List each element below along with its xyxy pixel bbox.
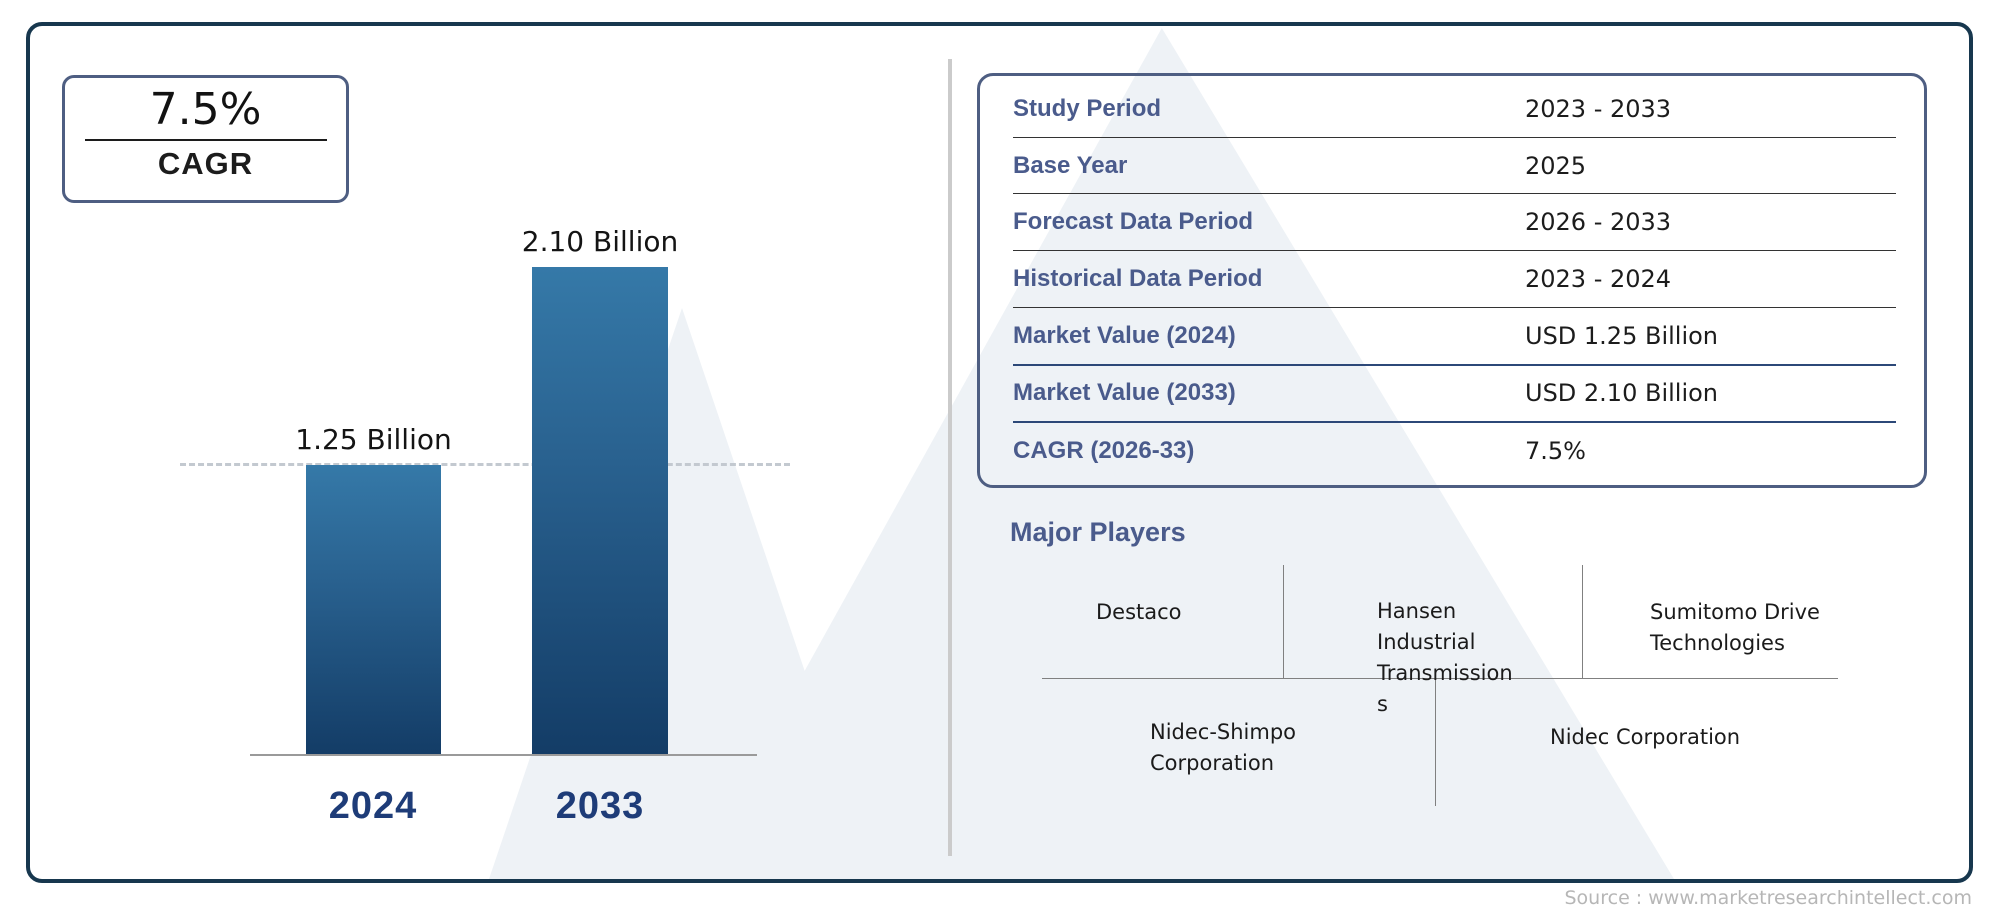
bar-2033	[532, 267, 668, 756]
table-row-label: CAGR (2026-33)	[1013, 437, 1195, 465]
outer-frame	[26, 22, 1973, 883]
players-grid-vline	[1582, 565, 1583, 678]
summary-table: Study Period 2023 - 2033 Base Year 2025 …	[977, 73, 1927, 488]
player-name: Hansen Industrial Transmissions	[1377, 599, 1513, 716]
table-row-value: 2023 - 2033	[1525, 94, 1672, 123]
player-name: Nidec Corporation	[1550, 725, 1741, 749]
table-row-label: Market Value (2024)	[1013, 321, 1236, 349]
table-row: Forecast Data Period 2026 - 2033	[1013, 194, 1896, 252]
panel-divider	[948, 59, 952, 856]
players-grid-hline	[1042, 678, 1838, 679]
cagr-separator-line	[84, 139, 327, 141]
x-axis-line	[250, 754, 757, 756]
players-grid-vline	[1283, 565, 1284, 678]
cagr-label: CAGR	[157, 146, 254, 181]
bar-2024	[306, 465, 441, 756]
table-row-value: 7.5%	[1525, 437, 1586, 466]
watermark	[30, 26, 1969, 879]
bar-value-label-2024: 1.25 Billion	[295, 423, 452, 456]
table-row-label: Base Year	[1013, 151, 1128, 179]
table-row-value: 2025	[1525, 151, 1587, 180]
source-attribution: Source : www.marketresearchintellect.com	[1564, 887, 1973, 909]
x-tick-2033: 2033	[555, 785, 645, 827]
table-row: Base Year 2025	[1013, 138, 1896, 195]
table-row-value: USD 2.10 Billion	[1525, 379, 1719, 408]
table-row-label: Market Value (2033)	[1013, 379, 1236, 407]
bar-value-label-2033: 2.10 Billion	[521, 225, 679, 258]
player-name: Nidec-Shimpo Corporation	[1150, 720, 1297, 775]
table-row-label: Forecast Data Period	[1013, 208, 1254, 236]
table-row: Study Period 2023 - 2033	[1013, 81, 1896, 138]
table-row: CAGR (2026-33) 7.5%	[1013, 423, 1896, 479]
players-grid-vline	[1435, 678, 1436, 806]
player-name: Destaco	[1096, 600, 1182, 624]
table-row-value: USD 1.25 Billion	[1525, 321, 1719, 350]
table-row-label: Historical Data Period	[1013, 265, 1263, 293]
cagr-box: 7.5% CAGR	[62, 75, 349, 203]
table-row-label: Study Period	[1013, 94, 1162, 122]
table-row: Market Value (2024) USD 1.25 Billion	[1013, 308, 1896, 366]
major-players-heading: Major Players	[1010, 517, 1186, 547]
table-row: Market Value (2033) USD 2.10 Billion	[1013, 366, 1896, 424]
bar-group-2033: 2.10 Billion	[522, 225, 678, 756]
table-row-value: 2026 - 2033	[1525, 208, 1672, 237]
reference-dashed-line	[180, 463, 790, 466]
cagr-value: 7.5%	[149, 84, 262, 135]
x-tick-2024: 2024	[328, 785, 418, 827]
player-name: Sumitomo Drive Technologies	[1650, 600, 1820, 655]
table-row: Historical Data Period 2023 - 2024	[1013, 251, 1896, 308]
bar-group-2024: 1.25 Billion	[295, 423, 452, 756]
table-row-value: 2023 - 2024	[1525, 265, 1672, 294]
